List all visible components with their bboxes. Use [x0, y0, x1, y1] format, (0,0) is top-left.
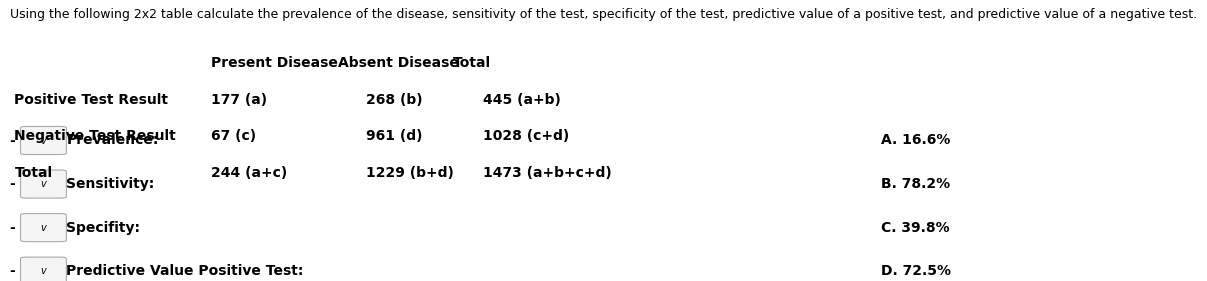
Text: v: v: [41, 266, 46, 276]
Text: Using the following 2x2 table calculate the prevalence of the disease, sensitivi: Using the following 2x2 table calculate …: [10, 8, 1197, 21]
Text: B. 78.2%: B. 78.2%: [881, 177, 950, 191]
Text: v: v: [41, 223, 46, 233]
Text: Present Disease: Present Disease: [211, 56, 338, 70]
Text: D. 72.5%: D. 72.5%: [881, 264, 951, 278]
Text: Total: Total: [453, 56, 491, 70]
Text: C. 39.8%: C. 39.8%: [881, 221, 950, 235]
Text: 268 (b): 268 (b): [366, 93, 422, 107]
Text: Sensitivity:: Sensitivity:: [66, 177, 154, 191]
Text: Absent Disease: Absent Disease: [338, 56, 459, 70]
Text: Predictive Value Positive Test:: Predictive Value Positive Test:: [66, 264, 304, 278]
Text: -: -: [10, 133, 16, 148]
Text: Total: Total: [14, 166, 53, 180]
FancyBboxPatch shape: [21, 126, 66, 155]
Text: 1229 (b+d): 1229 (b+d): [366, 166, 454, 180]
Text: 67 (c): 67 (c): [211, 129, 256, 143]
Text: Positive Test Result: Positive Test Result: [14, 93, 169, 107]
Text: -: -: [10, 221, 16, 235]
Text: -: -: [10, 264, 16, 278]
Text: v: v: [41, 179, 46, 189]
Text: 244 (a+c): 244 (a+c): [211, 166, 287, 180]
Text: 445 (a+b): 445 (a+b): [483, 93, 561, 107]
Text: 177 (a): 177 (a): [211, 93, 267, 107]
Text: Prevalence:: Prevalence:: [66, 133, 159, 148]
FancyBboxPatch shape: [21, 170, 66, 198]
Text: Negative Test Result: Negative Test Result: [14, 129, 176, 143]
Text: 961 (d): 961 (d): [366, 129, 422, 143]
Text: Specifity:: Specifity:: [66, 221, 140, 235]
Text: A. 16.6%: A. 16.6%: [881, 133, 950, 148]
Text: -: -: [10, 177, 16, 191]
Text: v: v: [41, 135, 46, 146]
FancyBboxPatch shape: [21, 214, 66, 242]
FancyBboxPatch shape: [21, 257, 66, 281]
Text: 1028 (c+d): 1028 (c+d): [483, 129, 568, 143]
Text: 1473 (a+b+c+d): 1473 (a+b+c+d): [483, 166, 612, 180]
